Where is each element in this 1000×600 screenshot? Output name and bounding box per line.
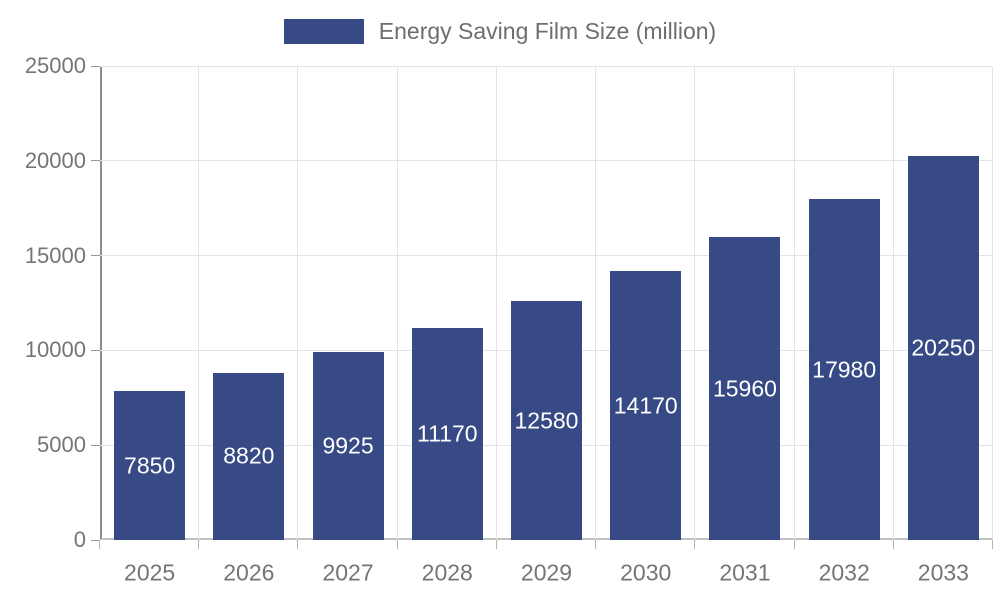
x-tick-mark — [397, 540, 398, 549]
y-tick-label: 20000 — [24, 147, 86, 173]
x-tick-mark — [297, 540, 298, 549]
bar — [610, 271, 682, 540]
bar — [511, 301, 582, 540]
y-tick-mark — [91, 160, 100, 162]
x-gridline — [198, 66, 199, 540]
y-tick-label: 15000 — [24, 242, 86, 268]
bar-value-label: 20250 — [911, 334, 976, 361]
bar-value-label: 8820 — [223, 442, 275, 469]
x-tick-label: 2033 — [917, 559, 969, 586]
y-tick-mark — [91, 65, 100, 67]
bar-value-label: 12580 — [514, 407, 579, 434]
x-tick-mark — [794, 540, 795, 549]
y-tick-mark — [91, 444, 100, 446]
x-tick-mark — [694, 540, 695, 549]
y-tick-mark — [91, 349, 100, 351]
bar-value-label: 14170 — [613, 392, 678, 419]
x-gridline — [694, 66, 695, 540]
x-tick-label: 2031 — [719, 559, 771, 586]
x-tick-mark — [99, 540, 100, 549]
y-tick-label: 25000 — [24, 53, 86, 78]
y-tick-mark — [91, 255, 100, 257]
x-gridline — [397, 66, 398, 540]
x-tick-mark — [992, 540, 993, 549]
x-tick-label: 2028 — [421, 559, 473, 586]
y-tick-label: 5000 — [37, 432, 86, 458]
legend-label: Energy Saving Film Size (million) — [378, 18, 717, 44]
x-tick-mark — [595, 540, 596, 549]
legend-swatch — [283, 19, 364, 44]
x-gridline — [297, 66, 298, 540]
y-gridline — [100, 255, 993, 257]
x-tick-label: 2025 — [124, 559, 176, 586]
x-tick-label: 2026 — [223, 559, 275, 586]
x-gridline — [992, 66, 993, 540]
x-tick-label: 2032 — [818, 559, 870, 586]
y-tick-label: 0 — [73, 527, 86, 552]
x-gridline — [496, 66, 497, 540]
bar — [213, 372, 285, 540]
x-tick-mark — [496, 540, 497, 549]
y-tick-mark — [91, 539, 100, 541]
bar-value-label: 7850 — [124, 452, 176, 479]
chart-legend: Energy Saving Film Size (million) — [0, 18, 1000, 45]
bar-value-label: 11170 — [416, 420, 478, 447]
bar-value-label: 17980 — [812, 356, 877, 383]
x-gridline — [893, 66, 894, 540]
bar — [411, 328, 483, 540]
bar — [808, 199, 880, 540]
y-gridline — [100, 65, 993, 67]
bar — [709, 237, 781, 540]
bar — [114, 391, 186, 540]
x-tick-label: 2030 — [620, 559, 672, 586]
bar-value-label: 9925 — [322, 432, 374, 459]
x-gridline — [595, 66, 596, 540]
x-tick-label: 2027 — [322, 559, 374, 586]
y-gridline — [100, 160, 993, 162]
bar — [312, 351, 384, 540]
x-tick-mark — [198, 540, 199, 549]
x-tick-mark — [893, 540, 894, 549]
y-tick-label: 10000 — [24, 337, 86, 363]
x-tick-label: 2029 — [520, 559, 573, 586]
bar — [907, 156, 979, 540]
bar-value-label: 15960 — [712, 375, 777, 402]
x-gridline — [794, 66, 795, 540]
